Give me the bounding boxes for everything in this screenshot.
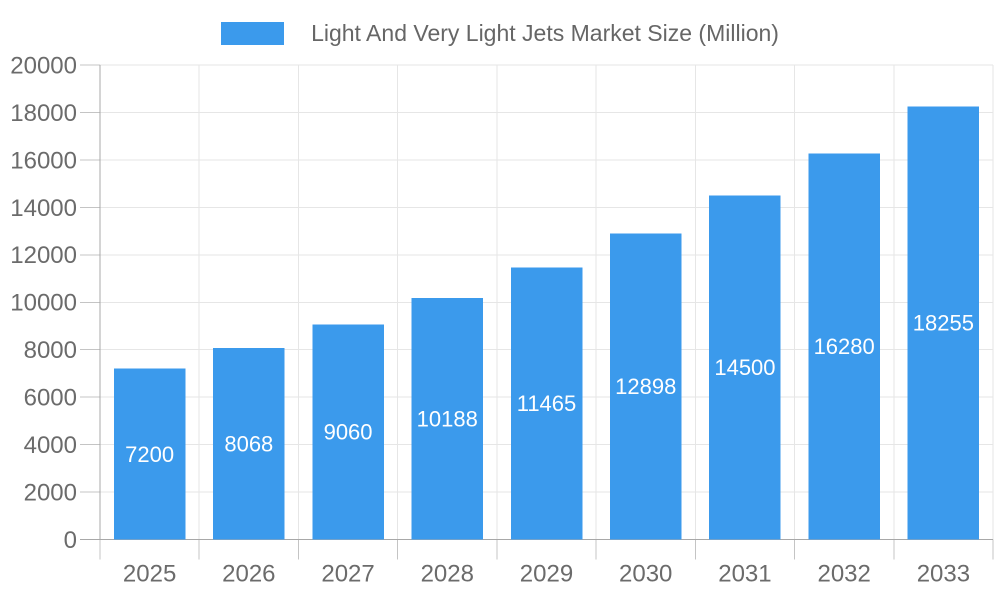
legend-swatch (221, 22, 285, 45)
bar-value-label: 8068 (224, 431, 273, 456)
y-tick-label: 0 (64, 527, 77, 554)
bar-value-label: 14500 (714, 355, 775, 380)
y-tick-label: 12000 (10, 242, 77, 269)
y-tick-label: 14000 (10, 195, 77, 222)
x-tick-label: 2031 (718, 560, 771, 587)
bar[interactable] (907, 106, 980, 540)
y-tick-label: 20000 (10, 52, 77, 79)
y-tick-label: 10000 (10, 290, 77, 317)
y-tick-label: 16000 (10, 147, 77, 174)
legend-label: Light And Very Light Jets Market Size (M… (311, 20, 779, 46)
y-tick-label: 4000 (24, 432, 77, 459)
bar[interactable] (213, 348, 285, 540)
bar-value-label: 11465 (517, 391, 577, 416)
bar[interactable] (808, 153, 880, 540)
x-tick-label: 2029 (520, 560, 573, 587)
bar[interactable] (312, 324, 384, 540)
bar-value-label: 12898 (615, 374, 676, 399)
x-tick-label: 2030 (619, 560, 672, 587)
x-tick-label: 2028 (421, 560, 474, 587)
bar-value-label: 10188 (417, 406, 478, 431)
x-tick-label: 2027 (321, 560, 374, 587)
x-tick-label: 2026 (222, 560, 275, 587)
x-tick-label: 2025 (123, 560, 176, 587)
x-tick-label: 2032 (817, 560, 870, 587)
x-tick-label: 2033 (917, 560, 970, 587)
y-tick-label: 8000 (24, 337, 77, 364)
bar[interactable] (609, 233, 682, 540)
bar-value-label: 18255 (913, 311, 974, 336)
y-tick-label: 2000 (24, 479, 77, 506)
bar-value-label: 7200 (125, 442, 174, 467)
bar[interactable] (113, 368, 186, 540)
bar[interactable] (411, 297, 484, 540)
bar[interactable] (709, 195, 781, 540)
bar[interactable] (510, 267, 583, 540)
chart-legend[interactable]: Light And Very Light Jets Market Size (M… (0, 20, 1000, 47)
y-tick-label: 18000 (10, 100, 77, 127)
bar-value-label: 9060 (324, 420, 373, 445)
y-tick-label: 6000 (24, 385, 77, 412)
bar-value-label: 16280 (814, 334, 875, 359)
